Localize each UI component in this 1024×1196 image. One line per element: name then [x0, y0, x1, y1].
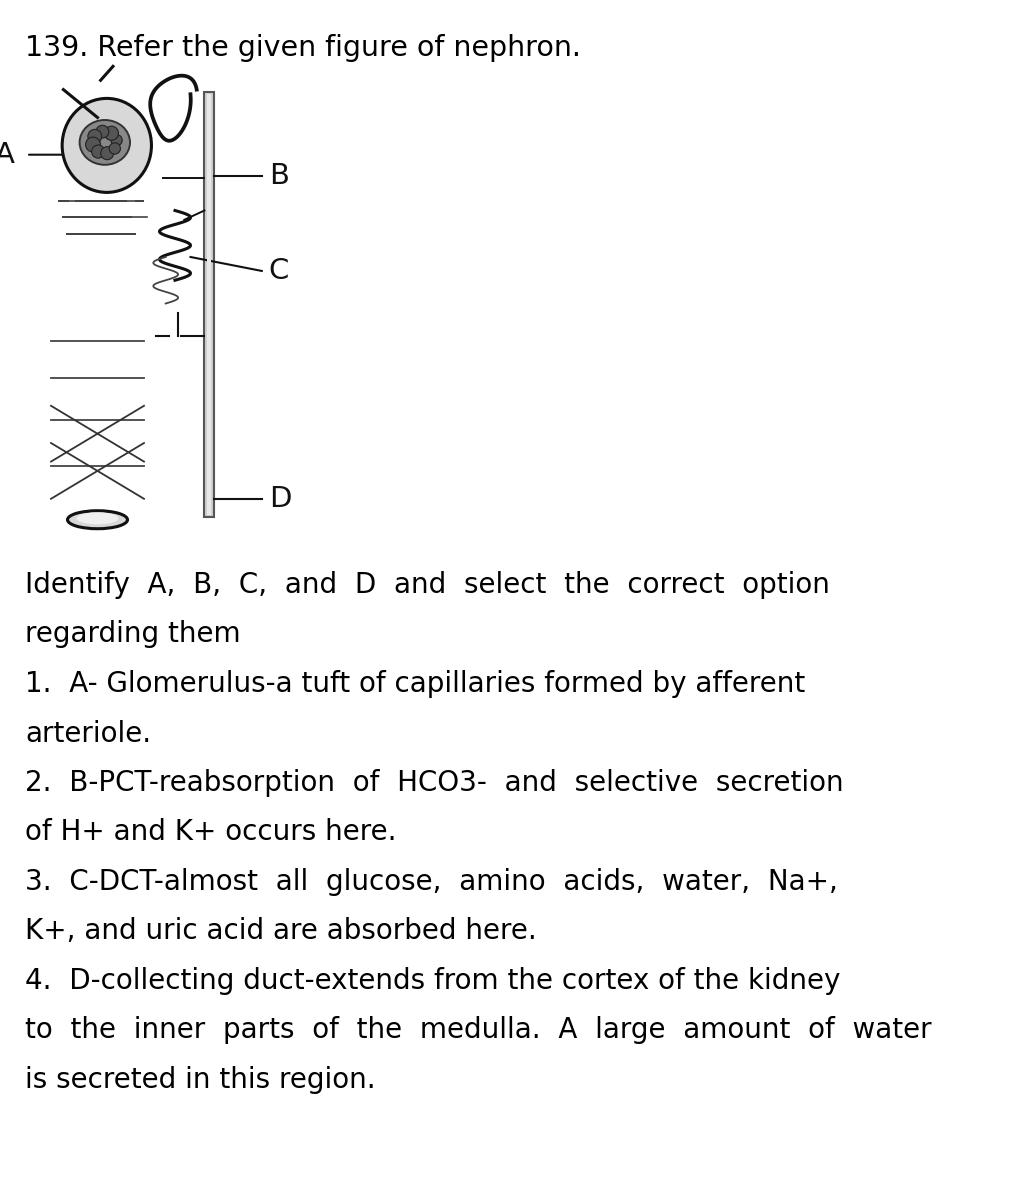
Text: B: B — [268, 161, 289, 190]
Ellipse shape — [68, 511, 128, 529]
Text: 139. Refer the given figure of nephron.: 139. Refer the given figure of nephron. — [25, 33, 581, 62]
Text: C: C — [268, 257, 289, 285]
Ellipse shape — [62, 98, 152, 193]
Bar — [205, 92, 214, 518]
Text: is secreted in this region.: is secreted in this region. — [25, 1066, 376, 1094]
Text: of H+ and K+ occurs here.: of H+ and K+ occurs here. — [25, 818, 396, 847]
Circle shape — [110, 142, 121, 154]
Circle shape — [111, 135, 122, 146]
Text: 4.  D-collecting duct-extends from the cortex of the kidney: 4. D-collecting duct-extends from the co… — [25, 968, 841, 995]
Circle shape — [96, 126, 109, 138]
Ellipse shape — [80, 120, 130, 165]
Circle shape — [91, 145, 104, 158]
Circle shape — [86, 138, 100, 152]
Circle shape — [100, 147, 114, 160]
Text: D: D — [268, 484, 291, 513]
Bar — [207, 94, 211, 515]
Text: 1.  A- Glomerulus-a tuft of capillaries formed by afferent: 1. A- Glomerulus-a tuft of capillaries f… — [25, 670, 805, 698]
Text: arteriole.: arteriole. — [25, 720, 152, 748]
Text: to  the  inner  parts  of  the  medulla.  A  large  amount  of  water: to the inner parts of the medulla. A lar… — [25, 1017, 932, 1044]
Circle shape — [104, 126, 119, 140]
Text: K+, and uric acid are absorbed here.: K+, and uric acid are absorbed here. — [25, 917, 537, 946]
Ellipse shape — [77, 512, 119, 524]
Text: Identify  A,  B,  C,  and  D  and  select  the  correct  option: Identify A, B, C, and D and select the c… — [25, 570, 829, 599]
Circle shape — [88, 129, 101, 144]
Text: A: A — [0, 141, 15, 169]
Text: regarding them: regarding them — [25, 621, 241, 648]
Text: 2.  B-PCT-reabsorption  of  HCO3-  and  selective  secretion: 2. B-PCT-reabsorption of HCO3- and selec… — [25, 769, 844, 797]
Text: 3.  C-DCT-almost  all  glucose,  amino  acids,  water,  Na+,: 3. C-DCT-almost all glucose, amino acids… — [25, 868, 838, 896]
